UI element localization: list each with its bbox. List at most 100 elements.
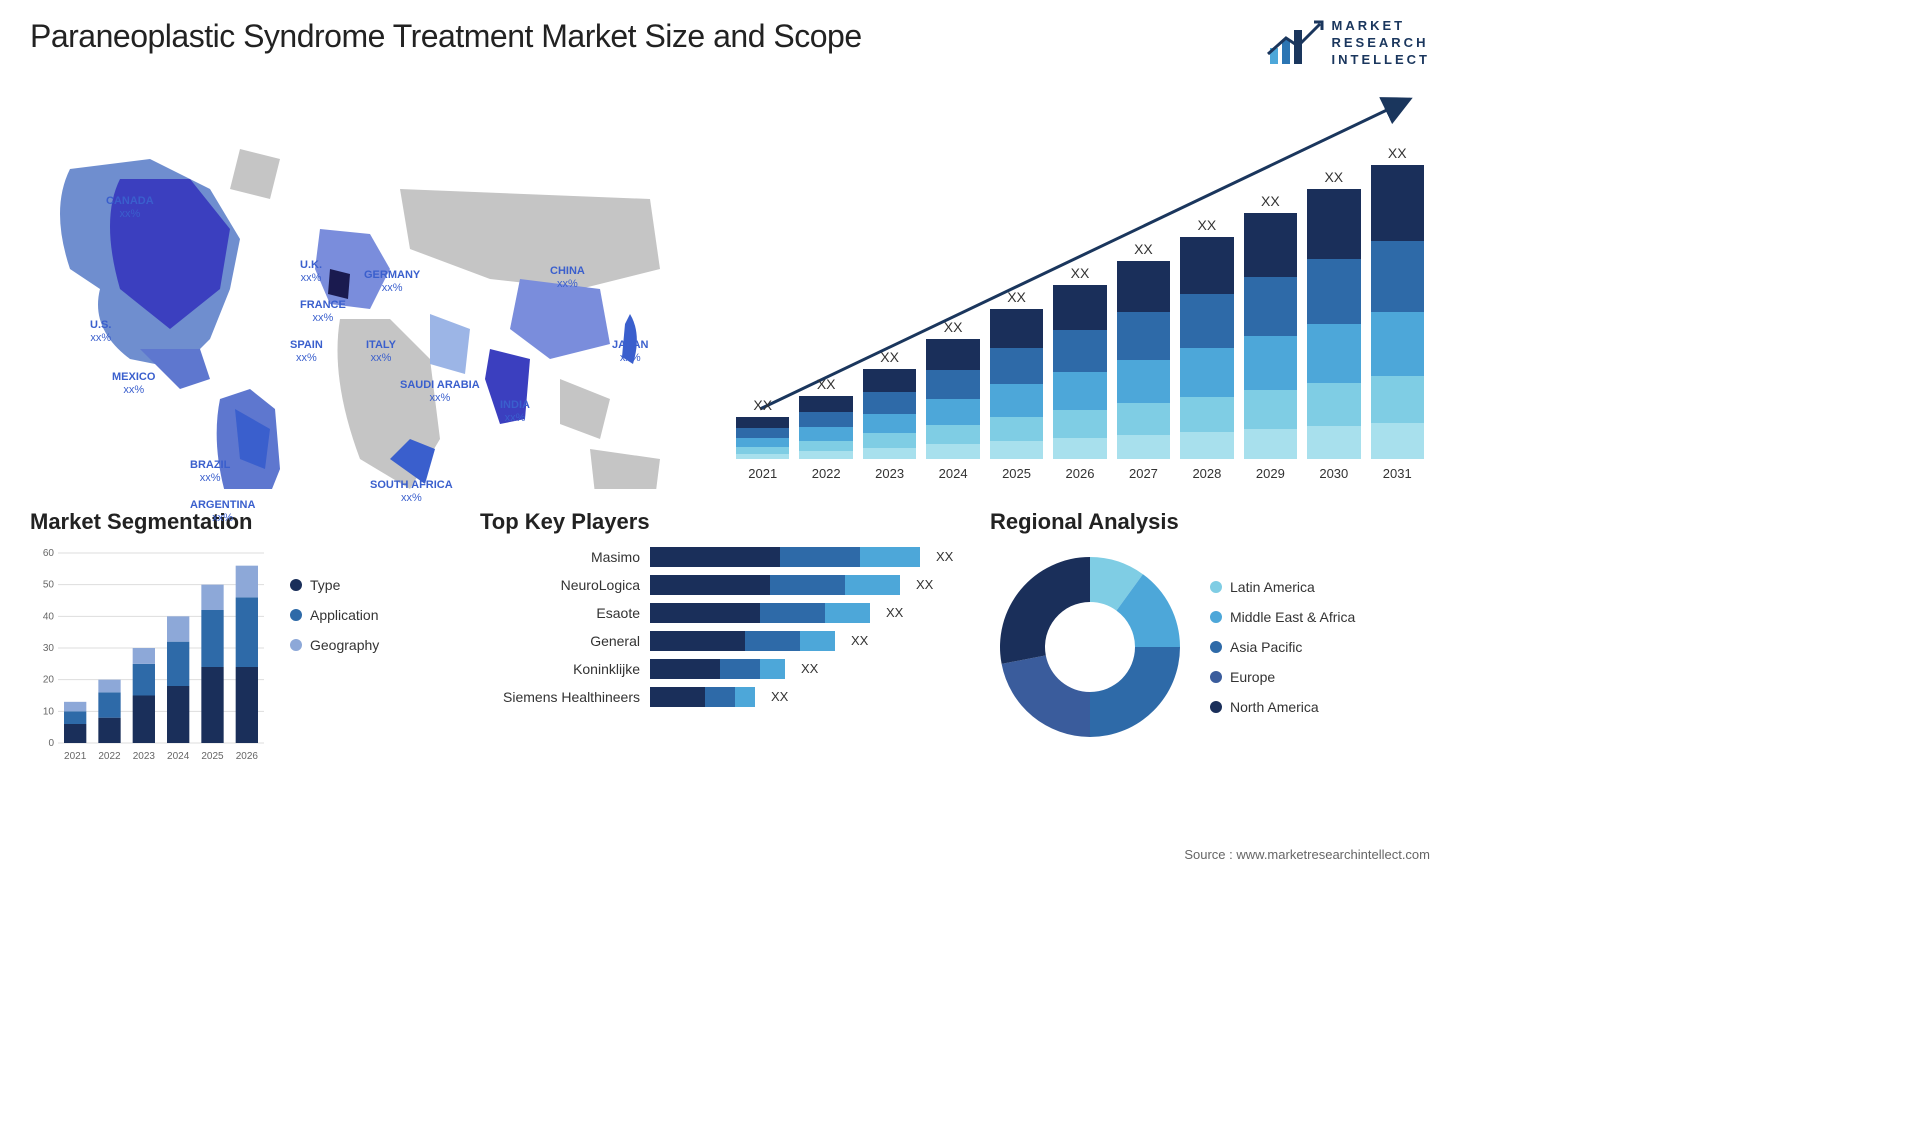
- player-bar: [650, 603, 870, 623]
- player-name: NeuroLogica: [480, 577, 640, 593]
- legend-label: Europe: [1230, 669, 1275, 685]
- segmentation-panel: Market Segmentation 01020304050602021202…: [30, 509, 450, 767]
- svg-text:10: 10: [43, 706, 55, 717]
- seg-bar: [133, 648, 155, 664]
- seg-bar: [201, 584, 223, 609]
- legend-dot: [1210, 671, 1222, 683]
- player-bar: [650, 659, 785, 679]
- regional-legend: Latin AmericaMiddle East & AfricaAsia Pa…: [1210, 579, 1355, 715]
- bottom-row: Market Segmentation 01020304050602021202…: [0, 489, 1460, 767]
- logo-icon: [1266, 18, 1324, 68]
- player-name: Esaote: [480, 605, 640, 621]
- legend-dot: [290, 609, 302, 621]
- growth-bar-label: XX: [1007, 289, 1026, 305]
- growth-bar-2026: XX: [1053, 265, 1106, 459]
- svg-text:0: 0: [48, 738, 54, 749]
- players-panel: Top Key Players MasimoXXNeuroLogicaXXEsa…: [480, 509, 960, 767]
- growth-bar-label: XX: [1261, 193, 1280, 209]
- svg-text:50: 50: [43, 579, 55, 590]
- source-text: Source : www.marketresearchintellect.com: [1184, 847, 1430, 862]
- world-map-panel: CANADAxx%U.S.xx%MEXICOxx%BRAZILxx%ARGENT…: [30, 89, 690, 489]
- map-label-argentina: ARGENTINAxx%: [190, 499, 255, 525]
- seg-legend-item: Geography: [290, 637, 379, 653]
- player-bar: [650, 631, 835, 651]
- seg-bar: [236, 597, 258, 667]
- regional-legend-item: Middle East & Africa: [1210, 609, 1355, 625]
- growth-bar-2031: XX: [1371, 145, 1424, 459]
- regional-title: Regional Analysis: [990, 509, 1430, 535]
- map-label-brazil: BRAZILxx%: [190, 459, 230, 485]
- growth-bar-2029: XX: [1244, 193, 1297, 459]
- map-label-germany: GERMANYxx%: [364, 269, 420, 295]
- legend-label: North America: [1230, 699, 1319, 715]
- player-bar: [650, 547, 920, 567]
- seg-bar: [98, 679, 120, 692]
- logo-line1: MARKET: [1332, 18, 1431, 35]
- player-row: NeuroLogica XX: [480, 575, 960, 595]
- world-map: [30, 89, 690, 489]
- player-value: XX: [851, 633, 868, 648]
- seg-bar: [133, 664, 155, 696]
- top-row: CANADAxx%U.S.xx%MEXICOxx%BRAZILxx%ARGENT…: [0, 69, 1460, 489]
- seg-bar: [201, 610, 223, 667]
- growth-year-label: 2022: [799, 466, 852, 481]
- segmentation-legend: Type Application Geography: [290, 547, 379, 767]
- growth-year-label: 2027: [1117, 466, 1170, 481]
- player-value: XX: [936, 549, 953, 564]
- players-title: Top Key Players: [480, 509, 960, 535]
- seg-legend-item: Type: [290, 577, 379, 593]
- legend-dot: [290, 579, 302, 591]
- growth-year-label: 2024: [926, 466, 979, 481]
- seg-bar: [64, 711, 86, 724]
- legend-dot: [1210, 581, 1222, 593]
- player-row: GeneralXX: [480, 631, 960, 651]
- player-value: XX: [886, 605, 903, 620]
- growth-year-label: 2030: [1307, 466, 1360, 481]
- logo-line2: RESEARCH: [1332, 35, 1431, 52]
- seg-bar: [167, 616, 189, 641]
- growth-bar-2030: XX: [1307, 169, 1360, 459]
- player-row: Siemens Healthineers XX: [480, 687, 960, 707]
- player-row: Esaote XX: [480, 603, 960, 623]
- growth-bar-2022: XX: [799, 376, 852, 459]
- player-name: Siemens Healthineers: [480, 689, 640, 705]
- regional-donut: [990, 547, 1190, 747]
- logo: MARKET RESEARCH INTELLECT: [1266, 18, 1431, 69]
- seg-bar: [236, 565, 258, 597]
- map-label-south-africa: SOUTH AFRICAxx%: [370, 479, 453, 505]
- player-value: XX: [771, 689, 788, 704]
- seg-bar: [201, 667, 223, 743]
- growth-bar-2021: XX: [736, 397, 789, 459]
- legend-dot: [1210, 701, 1222, 713]
- growth-bar-label: XX: [880, 349, 899, 365]
- player-value: XX: [916, 577, 933, 592]
- growth-year-label: 2031: [1371, 466, 1424, 481]
- svg-text:2024: 2024: [167, 751, 190, 762]
- legend-label: Type: [310, 577, 340, 593]
- seg-bar: [167, 686, 189, 743]
- legend-dot: [290, 639, 302, 651]
- growth-bar-2027: XX: [1117, 241, 1170, 459]
- growth-bar-label: XX: [1324, 169, 1343, 185]
- svg-text:2026: 2026: [236, 751, 259, 762]
- map-label-mexico: MEXICOxx%: [112, 371, 155, 397]
- growth-bar-2023: XX: [863, 349, 916, 459]
- map-label-india: INDIAxx%: [500, 399, 530, 425]
- legend-label: Geography: [310, 637, 379, 653]
- legend-label: Application: [310, 607, 379, 623]
- growth-year-label: 2028: [1180, 466, 1233, 481]
- seg-bar: [133, 695, 155, 743]
- map-label-canada: CANADAxx%: [106, 195, 154, 221]
- growth-year-label: 2025: [990, 466, 1043, 481]
- growth-bar-2028: XX: [1180, 217, 1233, 459]
- players-chart: MasimoXXNeuroLogicaXXEsaoteXXGeneralXXKo…: [480, 547, 960, 707]
- regional-legend-item: Europe: [1210, 669, 1355, 685]
- regional-legend-item: Latin America: [1210, 579, 1355, 595]
- seg-bar: [167, 641, 189, 685]
- legend-label: Latin America: [1230, 579, 1315, 595]
- seg-bar: [98, 717, 120, 742]
- map-label-saudi-arabia: SAUDI ARABIAxx%: [400, 379, 480, 405]
- growth-bar-label: XX: [944, 319, 963, 335]
- growth-bar-2025: XX: [990, 289, 1043, 459]
- legend-dot: [1210, 641, 1222, 653]
